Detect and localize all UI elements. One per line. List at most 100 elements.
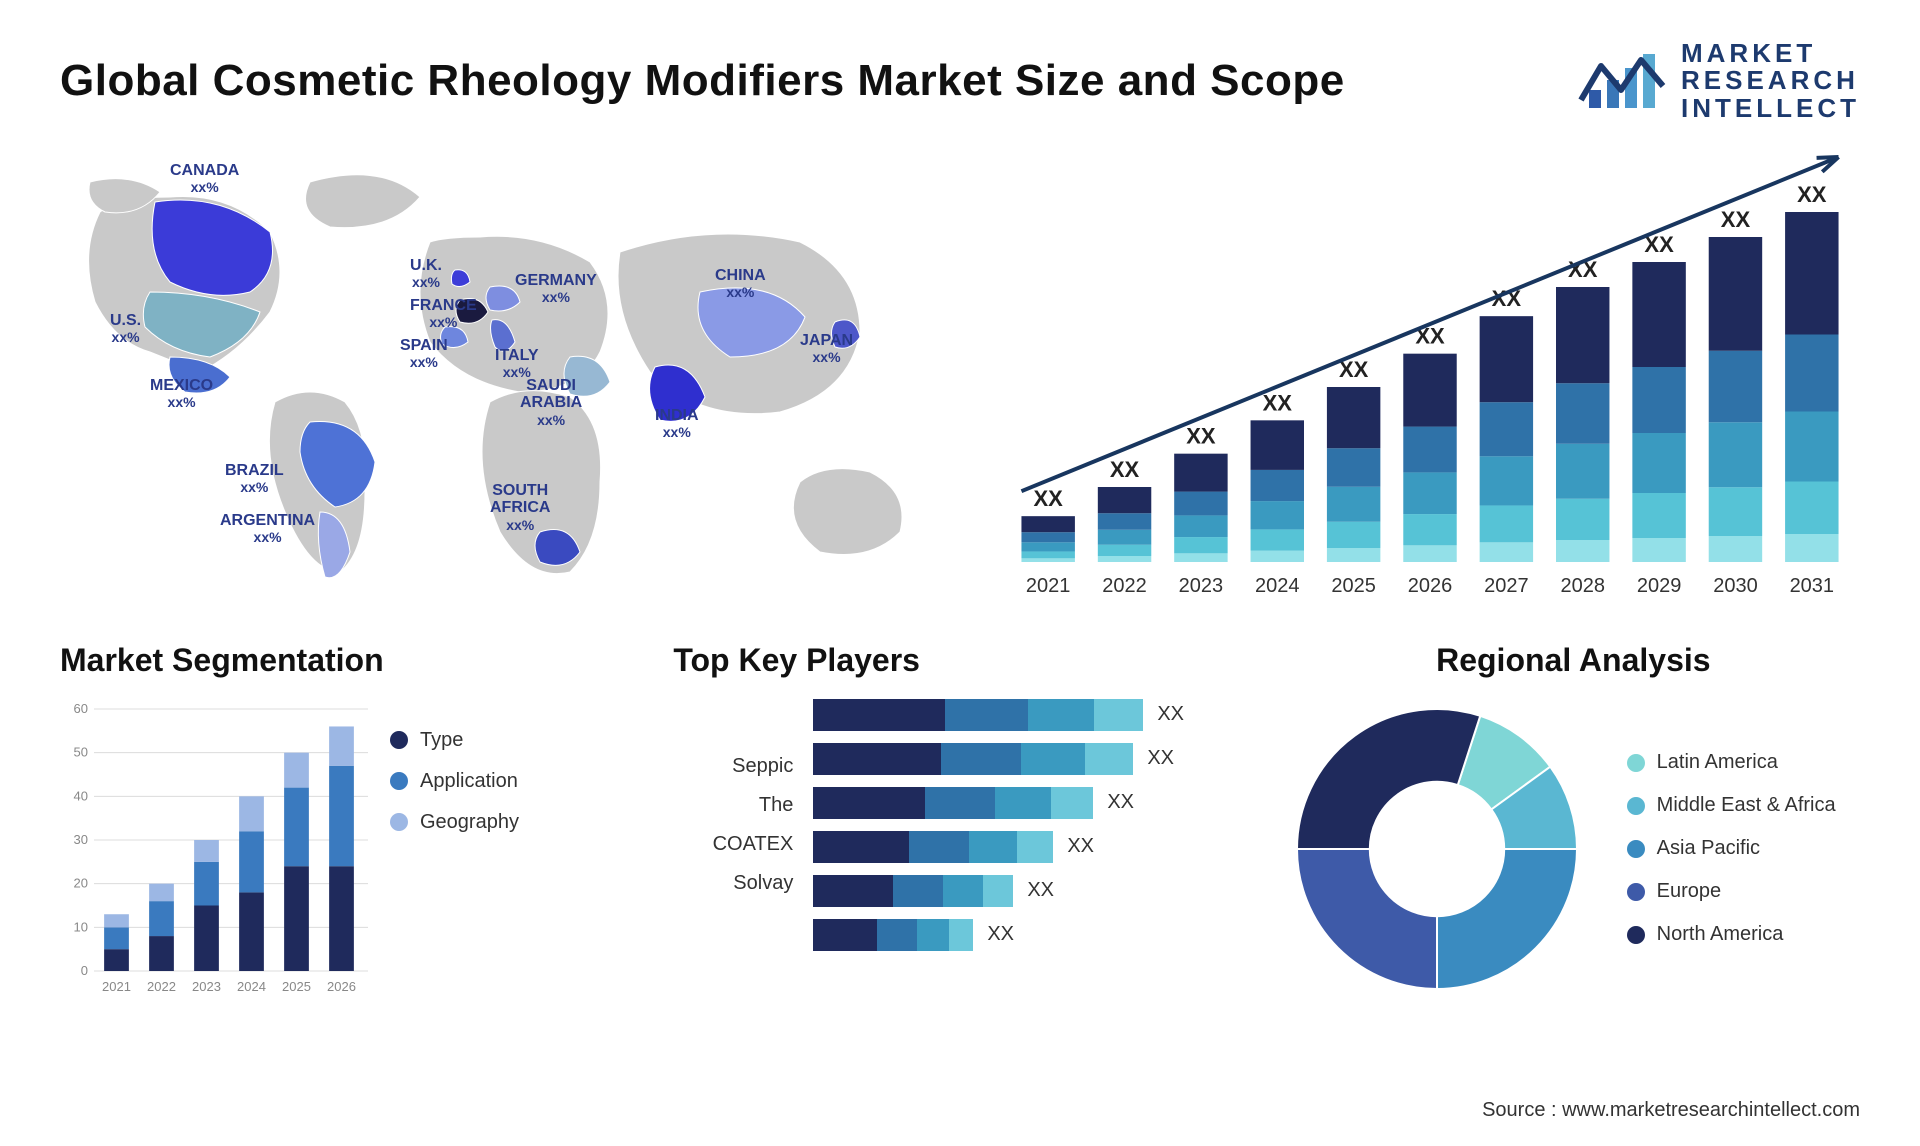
player-value: XX [987, 923, 1014, 946]
svg-text:2028: 2028 [1560, 575, 1605, 597]
segmentation-chart-svg: 0102030405060202120222023202420252026 [60, 699, 370, 999]
player-bar-row: XX [813, 875, 1246, 907]
player-value: XX [1147, 747, 1174, 770]
player-label: COATEX [673, 833, 793, 856]
svg-text:20: 20 [74, 876, 88, 891]
map-label: GERMANYxx% [515, 272, 597, 307]
player-value: XX [1027, 879, 1054, 902]
svg-text:0: 0 [81, 963, 88, 978]
player-label: Seppic [673, 755, 793, 778]
regional-legend: Latin America Middle East & Africa Asia Pa… [1627, 751, 1836, 946]
top-row: CANADAxx%U.S.xx%MEXICOxx%BRAZILxx%ARGENT… [60, 142, 1860, 602]
map-label: ARGENTINAxx% [220, 512, 315, 547]
legend-item: Type [390, 729, 519, 752]
svg-text:2026: 2026 [327, 979, 356, 994]
logo-line3: INTELLECT [1681, 95, 1860, 122]
player-bar-row: XX [813, 787, 1246, 819]
world-map-block: CANADAxx%U.S.xx%MEXICOxx%BRAZILxx%ARGENT… [60, 142, 960, 602]
regional-panel: Regional Analysis Latin America Middle Ea… [1287, 642, 1860, 999]
svg-text:2029: 2029 [1637, 575, 1682, 597]
legend-item: Geography [390, 811, 519, 834]
logo-line1: MARKET [1681, 40, 1860, 67]
map-label: CHINAxx% [715, 267, 766, 302]
svg-text:XX: XX [1034, 486, 1064, 511]
segmentation-title: Market Segmentation [60, 642, 633, 679]
svg-text:50: 50 [74, 745, 88, 760]
segmentation-panel: Market Segmentation 0 10 20 30 40 50 60 2021 202… [60, 642, 633, 999]
map-label: BRAZILxx% [225, 462, 284, 497]
svg-text:2027: 2027 [1484, 575, 1529, 597]
segmentation-body: 0102030405060202120222023202420252026 Ty… [60, 699, 633, 999]
svg-text:2030: 2030 [1713, 575, 1758, 597]
map-label: INDIAxx% [655, 407, 699, 442]
player-value: XX [1157, 703, 1184, 726]
svg-text:2023: 2023 [192, 979, 221, 994]
svg-text:2021: 2021 [102, 979, 131, 994]
header: Global Cosmetic Rheology Modifiers Marke… [60, 40, 1860, 122]
player-label: Solvay [673, 872, 793, 895]
legend-item: Middle East & Africa [1627, 794, 1836, 817]
player-value: XX [1067, 835, 1094, 858]
player-bar [813, 875, 1013, 907]
svg-text:2026: 2026 [1408, 575, 1453, 597]
map-label: CANADAxx% [170, 162, 239, 197]
player-bar [813, 919, 973, 951]
regional-donut-svg [1287, 699, 1587, 999]
player-bar [813, 831, 1053, 863]
map-label: U.K.xx% [410, 257, 442, 292]
map-label: SPAINxx% [400, 337, 448, 372]
forecast-chart-svg: XX2021XX2022XX2023XX2024XX2025XX2026XX20… [1000, 142, 1860, 602]
players-bars: XX XX XX XX XX XX [813, 699, 1246, 951]
map-label: SAUDIARABIAxx% [520, 377, 582, 430]
logo-text: MARKET RESEARCH INTELLECT [1681, 40, 1860, 122]
map-label: MEXICOxx% [150, 377, 213, 412]
svg-text:XX: XX [1186, 424, 1216, 449]
svg-text:2024: 2024 [237, 979, 266, 994]
segmentation-legend: Type Application Geography [390, 699, 519, 999]
logo-line2: RESEARCH [1681, 67, 1860, 94]
legend-item: North America [1627, 923, 1836, 946]
svg-text:60: 60 [74, 701, 88, 716]
regional-title: Regional Analysis [1287, 642, 1860, 679]
svg-text:2022: 2022 [1102, 575, 1147, 597]
regional-donut [1287, 699, 1587, 999]
player-bar-row: XX [813, 919, 1246, 951]
logo-icon [1577, 46, 1667, 116]
map-label: JAPANxx% [800, 332, 853, 367]
svg-text:10: 10 [74, 919, 88, 934]
map-label: SOUTHAFRICAxx% [490, 482, 550, 535]
svg-text:2025: 2025 [1331, 575, 1376, 597]
players-body: Seppic The COATEX Solvay XX XX XX XX XX XX [673, 699, 1246, 951]
player-bar-row: XX [813, 699, 1246, 731]
svg-text:XX: XX [1263, 390, 1293, 415]
players-labels: Seppic The COATEX Solvay [673, 755, 793, 895]
svg-text:30: 30 [74, 832, 88, 847]
players-title: Top Key Players [673, 642, 1246, 679]
legend-item: Europe [1627, 880, 1836, 903]
player-bar [813, 787, 1093, 819]
svg-text:2021: 2021 [1026, 575, 1071, 597]
brand-logo: MARKET RESEARCH INTELLECT [1577, 40, 1860, 122]
legend-item: Application [390, 770, 519, 793]
player-bar-row: XX [813, 743, 1246, 775]
legend-item: Latin America [1627, 751, 1836, 774]
player-bar [813, 699, 1143, 731]
svg-text:2031: 2031 [1790, 575, 1835, 597]
player-label: The [673, 794, 793, 817]
map-label: FRANCExx% [410, 297, 477, 332]
svg-text:XX: XX [1721, 207, 1751, 232]
source-label: Source : www.marketresearchintellect.com [1482, 1099, 1860, 1122]
svg-text:XX: XX [1797, 182, 1827, 207]
regional-body: Latin America Middle East & Africa Asia Pa… [1287, 699, 1860, 999]
forecast-chart: XX2021XX2022XX2023XX2024XX2025XX2026XX20… [1000, 142, 1860, 602]
page: Global Cosmetic Rheology Modifiers Marke… [0, 0, 1920, 1146]
svg-text:2025: 2025 [282, 979, 311, 994]
segmentation-chart: 0102030405060202120222023202420252026 [60, 699, 370, 999]
players-panel: Top Key Players Seppic The COATEX Solvay XX… [673, 642, 1246, 999]
legend-item: Asia Pacific [1627, 837, 1836, 860]
svg-text:2023: 2023 [1179, 575, 1224, 597]
page-title: Global Cosmetic Rheology Modifiers Marke… [60, 56, 1345, 106]
svg-text:40: 40 [74, 788, 88, 803]
svg-text:XX: XX [1110, 457, 1140, 482]
player-bar-row: XX [813, 831, 1246, 863]
